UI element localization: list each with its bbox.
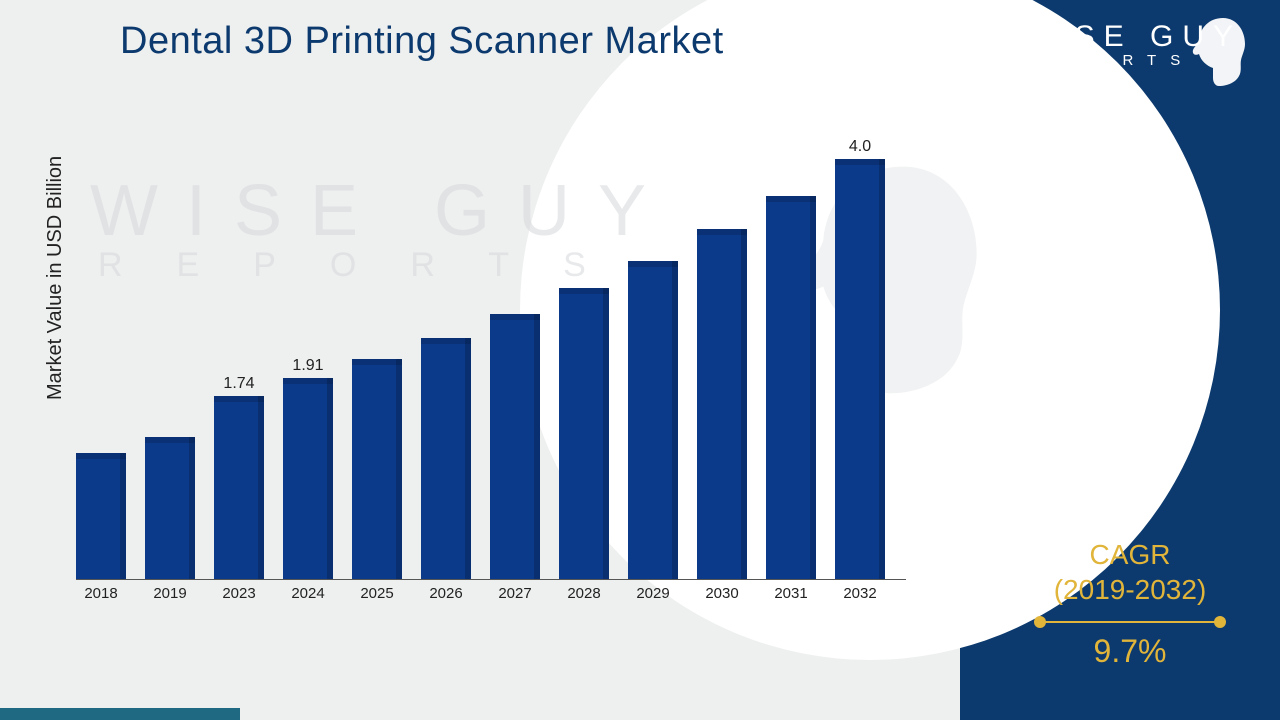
- bar-top-shade: [76, 453, 126, 459]
- x-tick-label: 2031: [756, 585, 826, 602]
- x-tick-label: 2028: [549, 585, 619, 602]
- footer-accent-bar: [0, 708, 240, 720]
- bar: [421, 338, 471, 580]
- bar-wrap: 1.74: [214, 397, 264, 580]
- bar-wrap: 1.91: [283, 379, 333, 580]
- bar: [352, 359, 402, 580]
- bar-top-shade: [283, 378, 333, 384]
- x-tick-label: 2025: [342, 585, 412, 602]
- cagr-value: 9.7%: [1010, 633, 1250, 670]
- bar: [559, 288, 609, 579]
- bar-chart: 201820191.7420231.9120242025202620272028…: [76, 160, 906, 600]
- x-tick-label: 2030: [687, 585, 757, 602]
- bar: [214, 396, 264, 579]
- bar-value-label: 1.74: [204, 375, 274, 393]
- bar: [766, 196, 816, 579]
- bar: [835, 159, 885, 579]
- cagr-panel: CAGR (2019-2032) 9.7%: [1010, 537, 1250, 670]
- bar-wrap: [490, 315, 540, 580]
- bar-wrap: 4.0: [835, 160, 885, 580]
- bar-wrap: [628, 262, 678, 580]
- bar-top-shade: [490, 314, 540, 320]
- bar: [76, 453, 126, 579]
- bar-value-label: 1.91: [273, 357, 343, 375]
- bar-value-label: 4.0: [825, 138, 895, 156]
- x-tick-label: 2019: [135, 585, 205, 602]
- x-tick-label: 2018: [66, 585, 136, 602]
- x-tick-label: 2032: [825, 585, 895, 602]
- bar-wrap: [559, 289, 609, 580]
- bar-top-shade: [214, 396, 264, 402]
- bar-wrap: [76, 454, 126, 580]
- x-tick-label: 2024: [273, 585, 343, 602]
- bar-wrap: [145, 438, 195, 580]
- bar: [490, 314, 540, 579]
- bar-wrap: [352, 360, 402, 581]
- bar: [283, 378, 333, 579]
- x-tick-label: 2023: [204, 585, 274, 602]
- bar-top-shade: [766, 196, 816, 202]
- chart-title: Dental 3D Printing Scanner Market: [120, 20, 724, 63]
- bar: [628, 261, 678, 579]
- bar-top-shade: [628, 261, 678, 267]
- brand-logo: WISE GUY REPORTS: [1020, 20, 1242, 69]
- bar-top-shade: [559, 288, 609, 294]
- bar-wrap: [766, 197, 816, 580]
- x-tick-label: 2029: [618, 585, 688, 602]
- x-tick-label: 2027: [480, 585, 550, 602]
- bar-wrap: [697, 230, 747, 580]
- bar-top-shade: [697, 229, 747, 235]
- bar-wrap: [421, 339, 471, 581]
- bar: [697, 229, 747, 579]
- x-tick-label: 2026: [411, 585, 481, 602]
- y-axis-label: Market Value in USD Billion: [44, 156, 67, 400]
- bar: [145, 437, 195, 579]
- bar-top-shade: [835, 159, 885, 165]
- bar-top-shade: [352, 359, 402, 365]
- cagr-divider: [1040, 621, 1220, 623]
- bar-top-shade: [145, 437, 195, 443]
- cagr-label-line2: (2019-2032): [1010, 572, 1250, 607]
- bar-top-shade: [421, 338, 471, 344]
- head-silhouette-icon: [1188, 16, 1250, 88]
- cagr-label-line1: CAGR: [1010, 537, 1250, 572]
